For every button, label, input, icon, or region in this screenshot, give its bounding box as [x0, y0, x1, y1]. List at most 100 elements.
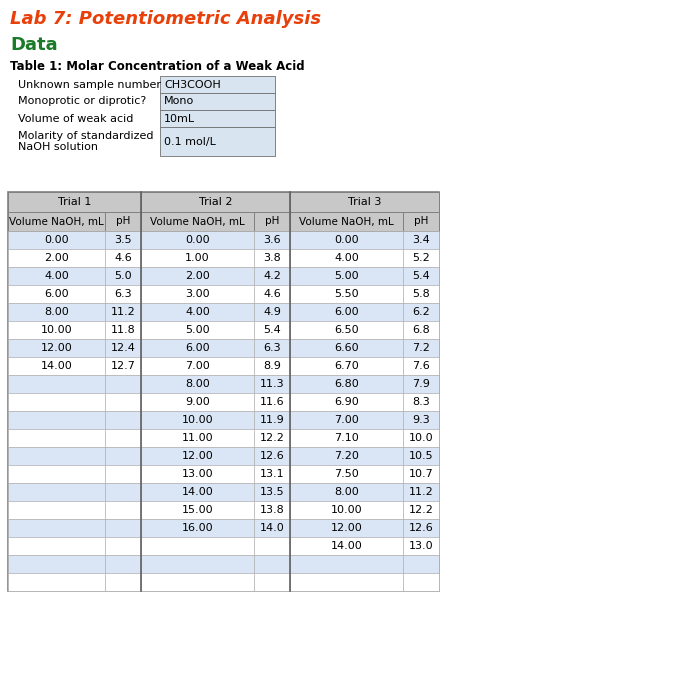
Text: 4.6: 4.6	[263, 289, 281, 299]
Bar	[8, 285, 105, 303]
Bar	[403, 501, 439, 519]
Bar	[403, 231, 439, 249]
Text: 6.80: 6.80	[334, 379, 359, 389]
Text: 10.00: 10.00	[331, 505, 362, 515]
Text: pH: pH	[265, 216, 279, 226]
Bar	[141, 573, 254, 591]
Bar	[290, 192, 439, 212]
Text: 10.0: 10.0	[408, 433, 433, 443]
Text: 16.00: 16.00	[182, 523, 214, 533]
Text: Volume NaOH, mL: Volume NaOH, mL	[299, 216, 394, 226]
Text: 2.00: 2.00	[44, 253, 69, 263]
Bar	[403, 483, 439, 501]
Text: 9.00: 9.00	[185, 397, 210, 407]
Bar	[254, 393, 290, 411]
Bar	[403, 303, 439, 321]
Text: 5.00: 5.00	[185, 325, 210, 335]
Bar	[105, 339, 141, 357]
Text: 3.6: 3.6	[263, 235, 281, 245]
Bar	[290, 212, 403, 231]
Text: 6.3: 6.3	[114, 289, 132, 299]
Bar	[290, 519, 403, 537]
Bar	[8, 483, 105, 501]
Bar	[8, 411, 105, 429]
Text: 12.6: 12.6	[260, 451, 285, 461]
Text: 8.00: 8.00	[44, 307, 69, 317]
Bar	[8, 212, 105, 231]
Bar	[403, 465, 439, 483]
Text: 0.00: 0.00	[44, 235, 69, 245]
Bar	[254, 267, 290, 285]
Bar	[105, 231, 141, 249]
Bar	[8, 249, 105, 267]
Text: 3.8: 3.8	[263, 253, 281, 263]
Text: 8.3: 8.3	[412, 397, 430, 407]
Bar	[141, 483, 254, 501]
Bar	[105, 519, 141, 537]
Bar	[105, 212, 141, 231]
Text: 14.00: 14.00	[182, 487, 214, 497]
Text: 6.3: 6.3	[263, 343, 281, 353]
Bar	[8, 192, 141, 212]
Bar	[290, 249, 403, 267]
Text: 13.0: 13.0	[408, 541, 433, 551]
Bar	[403, 212, 439, 231]
Bar	[254, 447, 290, 465]
Bar	[8, 465, 105, 483]
Bar	[254, 212, 290, 231]
Text: 8.00: 8.00	[185, 379, 210, 389]
Bar	[290, 411, 403, 429]
Bar	[403, 249, 439, 267]
Text: 13.00: 13.00	[182, 469, 214, 479]
Bar	[141, 267, 254, 285]
Text: 6.8: 6.8	[412, 325, 430, 335]
Text: 5.00: 5.00	[334, 271, 359, 281]
Text: 6.00: 6.00	[44, 289, 69, 299]
Bar	[105, 411, 141, 429]
Bar	[105, 429, 141, 447]
Text: Trial 3: Trial 3	[348, 197, 381, 207]
Bar	[8, 573, 105, 591]
Text: 6.50: 6.50	[334, 325, 359, 335]
Bar	[254, 519, 290, 537]
Text: 11.3: 11.3	[260, 379, 284, 389]
Text: 6.90: 6.90	[334, 397, 359, 407]
Bar	[141, 357, 254, 375]
Bar	[105, 357, 141, 375]
Bar	[403, 537, 439, 555]
Text: 6.70: 6.70	[334, 361, 359, 371]
Bar	[403, 573, 439, 591]
Text: 12.00: 12.00	[182, 451, 214, 461]
Text: 7.10: 7.10	[334, 433, 359, 443]
Text: 0.1 mol/L: 0.1 mol/L	[164, 136, 216, 147]
Text: 3.4: 3.4	[412, 235, 430, 245]
Text: 9.3: 9.3	[412, 415, 430, 425]
Bar	[290, 465, 403, 483]
Text: pH: pH	[116, 216, 130, 226]
Text: 0.00: 0.00	[185, 235, 210, 245]
Text: Volume NaOH, mL: Volume NaOH, mL	[9, 216, 104, 226]
Text: 5.2: 5.2	[412, 253, 430, 263]
Bar	[8, 231, 105, 249]
Bar	[8, 519, 105, 537]
Bar	[105, 285, 141, 303]
Bar	[290, 339, 403, 357]
Text: 1.00: 1.00	[185, 253, 210, 263]
Text: 13.1: 13.1	[260, 469, 284, 479]
Text: 11.2: 11.2	[111, 307, 135, 317]
Text: 4.00: 4.00	[334, 253, 359, 263]
Bar	[254, 537, 290, 555]
Bar	[141, 375, 254, 393]
Text: 15.00: 15.00	[182, 505, 214, 515]
Text: 4.2: 4.2	[263, 271, 281, 281]
Bar	[8, 192, 439, 591]
Bar	[8, 393, 105, 411]
Text: 11.8: 11.8	[111, 325, 135, 335]
Bar	[141, 537, 254, 555]
Text: 7.50: 7.50	[334, 469, 359, 479]
Bar	[290, 393, 403, 411]
Bar	[141, 285, 254, 303]
Bar	[403, 339, 439, 357]
Bar	[105, 465, 141, 483]
Text: Volume NaOH, mL: Volume NaOH, mL	[150, 216, 245, 226]
